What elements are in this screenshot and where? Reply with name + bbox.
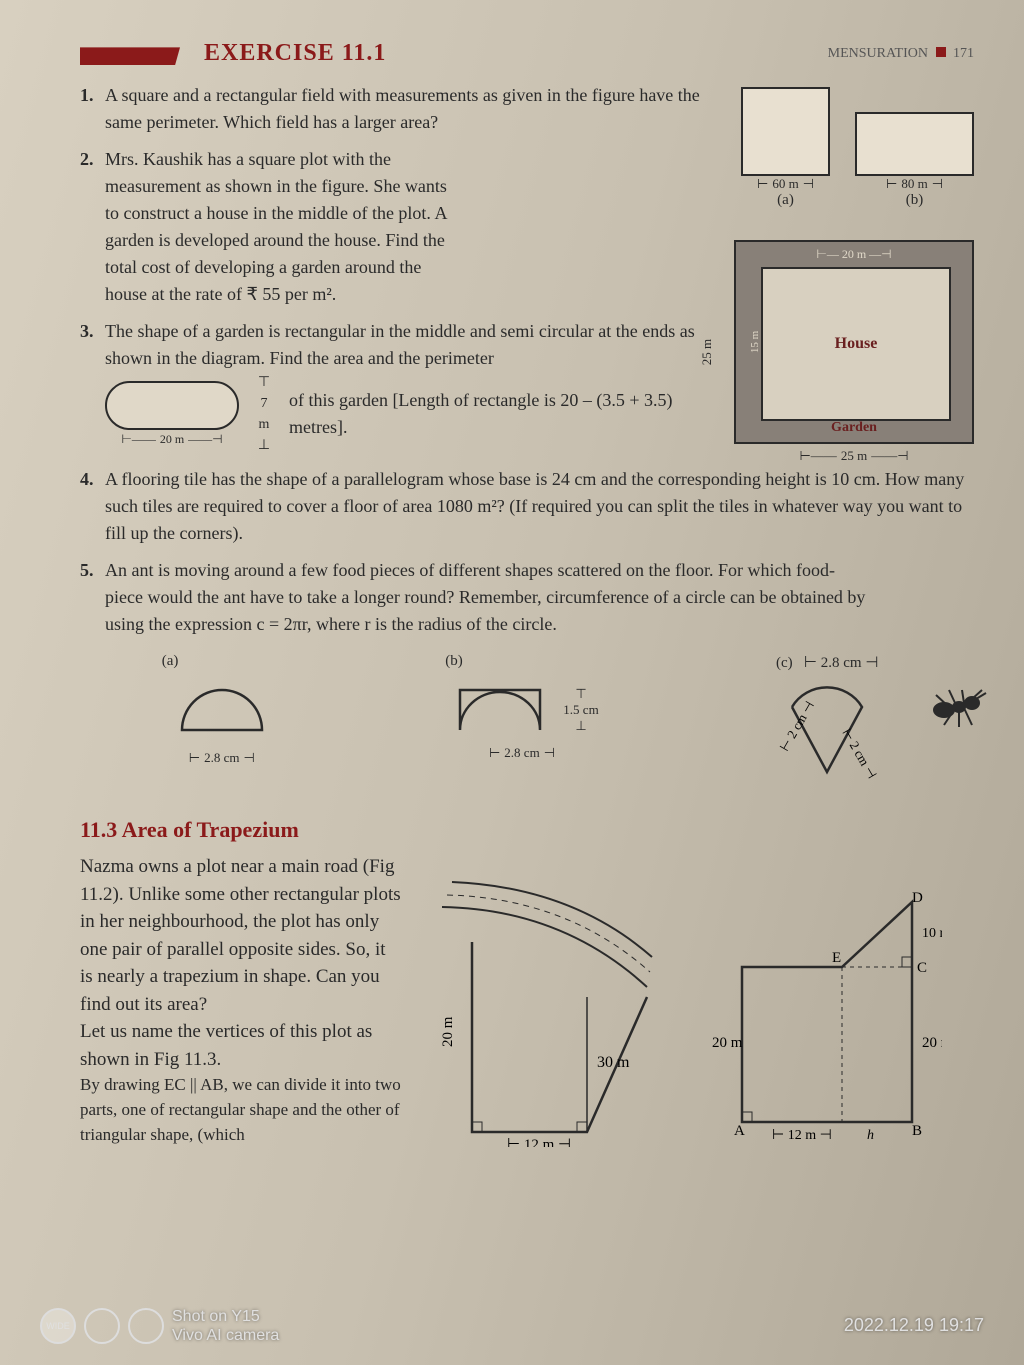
svg-text:⊢ 12 m ⊣: ⊢ 12 m ⊣: [507, 1137, 571, 1147]
svg-text:20 m: 20 m: [712, 1035, 743, 1051]
camera-watermark: WIDE Shot on Y15 Vivo AI camera 2022.12.…: [0, 1307, 1024, 1345]
lens-icon: [84, 1308, 120, 1344]
question-2: 2. Mrs. Kaushik has a square plot with t…: [80, 146, 458, 308]
question-5: 5. An ant is moving around a few food pi…: [80, 557, 867, 638]
road-figure: 20 m 30 m ⊢ 12 m ⊣: [422, 867, 682, 1147]
svg-text:20 m: 20 m: [440, 1017, 456, 1048]
svg-text:C: C: [917, 960, 927, 976]
house-label: House: [761, 267, 951, 421]
dim-7m: ⊤7 m⊥: [254, 372, 274, 456]
dim-20m: ⊢— 20 m —⊣: [816, 247, 891, 262]
wide-icon: WIDE: [40, 1308, 76, 1344]
dim-80m: ⊢80 m⊣: [855, 176, 974, 192]
square-icon: [936, 47, 946, 57]
question-3: 3. The shape of a garden is rectangular …: [80, 318, 706, 456]
timestamp: 2022.12.19 19:17: [844, 1315, 984, 1336]
dim-25m-v: 25 m: [699, 339, 715, 365]
watermark-left: WIDE Shot on Y15 Vivo AI camera: [40, 1307, 279, 1345]
watermark-text: Shot on Y15 Vivo AI camera: [172, 1307, 279, 1345]
svg-text:h: h: [867, 1128, 874, 1143]
question-1: 1. A square and a rectangular field with…: [80, 82, 731, 136]
svg-text:⊢ 2 cm ⊣: ⊢ 2 cm ⊣: [840, 726, 880, 781]
svg-text:30 m: 30 m: [597, 1054, 630, 1071]
svg-text:⊢ 2 cm ⊣: ⊢ 2 cm ⊣: [777, 699, 817, 754]
section-heading: 11.3 Area of Trapezium: [80, 817, 974, 843]
svg-text:⊢ 12 m ⊣: ⊢ 12 m ⊣: [772, 1128, 832, 1143]
ant-icon: [924, 675, 994, 740]
shape-b: (b) ⊤1.5 cm⊥ ⊢ 2.8 cm ⊣: [445, 653, 598, 792]
house-garden-figure: 25 m ⊢— 20 m —⊣ 15 m House Garden ⊢—— 25…: [734, 240, 974, 464]
lens-icon: [128, 1308, 164, 1344]
dim-25m-h: ⊢—— 25 m ——⊣: [734, 448, 974, 464]
q3-inline-fig: ⊢—— 20 m ——⊣ ⊤7 m⊥ of this garden [Lengt…: [105, 372, 706, 456]
trapezium-section: Nazma owns a plot near a main road (Fig …: [80, 853, 974, 1147]
capsule-figure: ⊢—— 20 m ——⊣: [105, 381, 239, 448]
q1-q2-text: 1. A square and a rectangular field with…: [80, 82, 731, 318]
svg-text:D: D: [912, 890, 923, 906]
trapezium-figure: A B C D E 20 m 20 m 10 m ⊢ 12 m ⊣ h: [712, 887, 942, 1147]
dim-15m: 15 m: [749, 331, 761, 353]
shape-c: (c) ⊢ 2.8 cm ⊣ ⊢ 2 cm ⊣ ⊢ 2 cm ⊣: [762, 653, 892, 792]
svg-text:10 m: 10 m: [922, 926, 942, 941]
q5-shapes: (a) ⊢ 2.8 cm ⊣ (b) ⊤1.5 cm⊥ ⊢ 2.8 cm ⊣ (…: [80, 653, 974, 792]
garden-label: Garden: [831, 420, 877, 436]
section-body: Nazma owns a plot near a main road (Fig …: [80, 853, 402, 1147]
svg-text:B: B: [912, 1123, 922, 1139]
svg-text:A: A: [734, 1123, 745, 1139]
dim-60m: ⊢60 m⊣: [741, 176, 830, 192]
dim-1.5cm: ⊤1.5 cm⊥: [563, 686, 598, 734]
svg-text:E: E: [832, 950, 841, 966]
shape-a: (a) ⊢ 2.8 cm ⊣: [162, 653, 282, 792]
trapezium-figures: 20 m 30 m ⊢ 12 m ⊣ A B C D E 20 m 20 m 1…: [422, 853, 942, 1147]
textbook-page: EXERCISE 11.1 MENSURATION 171 1. A squar…: [0, 0, 1024, 1365]
svg-text:20 m: 20 m: [922, 1035, 942, 1051]
exercise-heading: EXERCISE 11.1: [80, 40, 386, 67]
page-number: MENSURATION 171: [828, 46, 974, 62]
exercise-title: EXERCISE 11.1: [204, 40, 386, 66]
question-4: 4. A flooring tile has the shape of a pa…: [80, 466, 974, 547]
page-header: EXERCISE 11.1 MENSURATION 171: [80, 40, 974, 67]
title-decor: [80, 47, 180, 65]
